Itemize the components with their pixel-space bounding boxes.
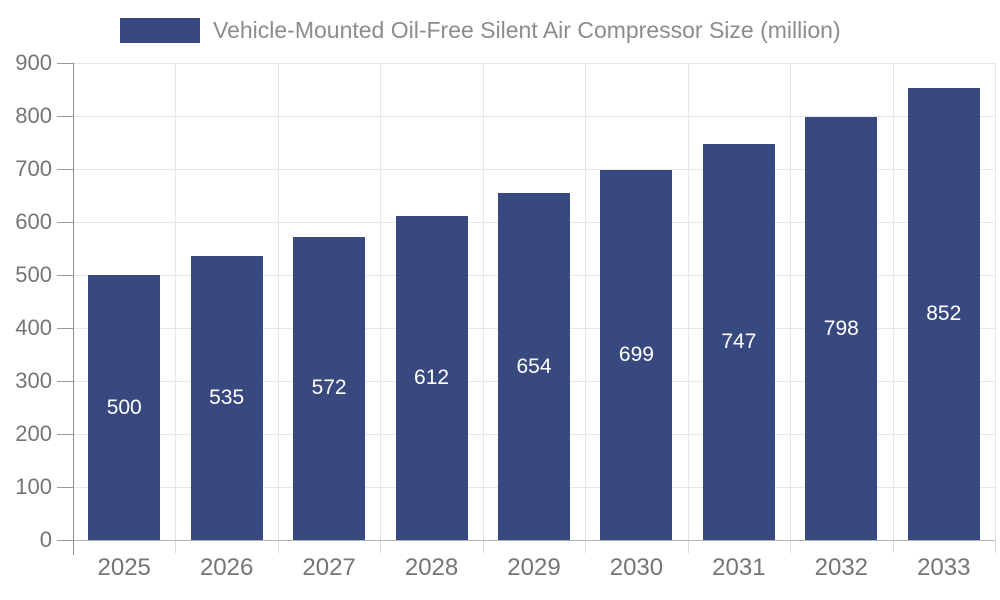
bar-value-label: 798 [823,316,859,340]
y-tick-label: 100 [15,474,52,499]
y-gridline [73,116,995,117]
x-gridline [995,63,996,540]
bar-value-label: 535 [209,386,245,410]
bar[interactable]: 699 [600,169,673,540]
legend-swatch [120,18,200,43]
y-tick-mark [57,116,73,117]
x-gridline [687,63,689,540]
legend-label: Vehicle-Mounted Oil-Free Silent Air Comp… [213,17,841,43]
y-tick-mark [57,328,73,329]
bar[interactable]: 747 [702,144,775,540]
x-tick-mark [380,540,382,553]
y-tick-label: 700 [15,156,52,181]
bar-value-label: 572 [311,376,347,400]
y-tick-label: 400 [15,315,52,340]
x-tick-label: 2031 [712,554,766,581]
y-tick-label: 500 [15,262,52,287]
y-tick-label: 900 [15,50,52,75]
x-tick-mark [687,540,689,553]
x-tick-mark [790,540,792,553]
x-tick-mark [585,540,587,553]
bar-value-label: 699 [618,342,654,366]
x-tick-mark [995,540,996,553]
bar[interactable]: 798 [805,117,878,540]
x-tick-label: 2026 [199,554,254,581]
y-gridline [73,63,995,64]
x-tick-mark [175,540,177,553]
bar[interactable]: 500 [88,275,161,540]
x-tick-label: 2029 [507,554,561,581]
x-gridline [585,63,587,540]
bar[interactable]: 572 [293,236,366,540]
x-tick-mark [277,540,279,553]
x-gridline [482,63,484,540]
bar-value-label: 654 [516,354,552,378]
y-gridline [73,169,995,170]
y-axis-line [73,63,74,555]
y-tick-label: 0 [39,527,52,552]
bar-value-label: 747 [721,330,757,354]
y-tick-mark [57,222,73,223]
y-tick-label: 800 [15,103,52,128]
x-axis-line [73,540,995,541]
bar[interactable]: 852 [907,88,980,540]
y-tick-mark [57,540,73,541]
bar-value-label: 612 [414,365,450,389]
x-gridline [175,63,177,540]
y-tick-label: 600 [15,209,52,234]
y-tick-label: 300 [15,368,52,393]
y-tick-mark [57,275,73,276]
y-tick-mark [57,169,73,170]
bar[interactable]: 612 [395,215,468,540]
y-tick-mark [57,434,73,435]
x-tick-label: 2030 [609,554,664,581]
x-gridline [892,63,894,540]
y-tick-label: 200 [15,421,52,446]
x-tick-label: 2032 [814,554,869,581]
y-tick-mark [57,381,73,382]
bar-value-label: 500 [106,395,142,419]
bar[interactable]: 654 [498,193,570,540]
bar[interactable]: 535 [190,256,263,540]
x-tick-label: 2028 [404,554,459,581]
x-tick-mark [482,540,484,553]
x-tick-mark [892,540,894,553]
x-gridline [790,63,792,540]
x-gridline [277,63,279,540]
x-tick-label: 2025 [97,554,151,581]
x-tick-label: 2033 [917,554,971,581]
y-tick-mark [57,63,73,64]
x-tick-label: 2027 [302,554,356,581]
x-gridline [380,63,382,540]
bar-value-label: 852 [926,302,962,326]
legend[interactable]: Vehicle-Mounted Oil-Free Silent Air Comp… [120,18,841,43]
y-tick-mark [57,487,73,488]
